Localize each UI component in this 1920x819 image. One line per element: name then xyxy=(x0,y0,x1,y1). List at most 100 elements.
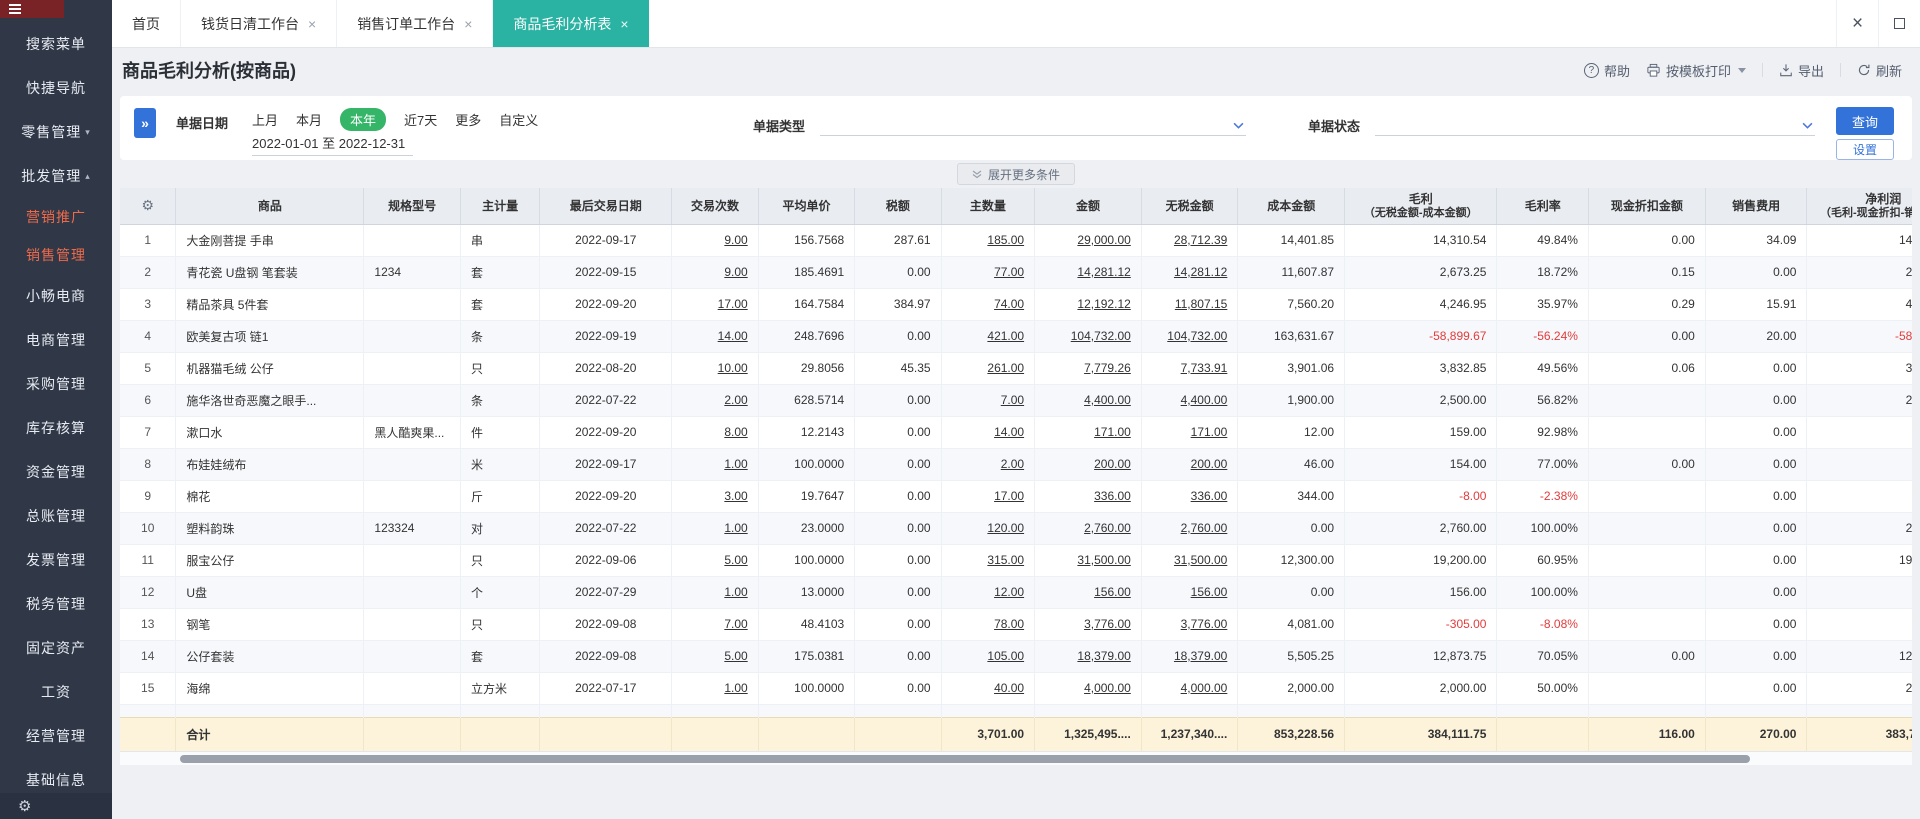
sidebar-item-经营管理[interactable]: 经营管理 xyxy=(0,714,112,758)
value-trade-count[interactable]: 3.00 xyxy=(724,489,748,503)
value-untaxed-amount[interactable]: 28,712.39 xyxy=(1173,233,1228,247)
value-trade-count[interactable]: 9.00 xyxy=(724,265,748,279)
value-untaxed-amount[interactable]: 18,379.00 xyxy=(1173,649,1228,663)
value-amount[interactable]: 18,379.00 xyxy=(1077,649,1131,663)
value-amount[interactable]: 156.00 xyxy=(1094,585,1131,599)
sidebar-item-固定资产[interactable]: 固定资产 xyxy=(0,626,112,670)
value-qty[interactable]: 7.00 xyxy=(1000,393,1025,407)
date-option-上月[interactable]: 上月 xyxy=(252,113,279,128)
value-qty[interactable]: 17.00 xyxy=(994,489,1025,503)
sidebar-item-税务管理[interactable]: 税务管理 xyxy=(0,582,112,626)
value-amount[interactable]: 29,000.00 xyxy=(1077,233,1131,247)
value-qty[interactable]: 261.00 xyxy=(987,361,1025,375)
sidebar-item-电商管理[interactable]: 电商管理 xyxy=(0,318,112,362)
date-option-近7天[interactable]: 近7天 xyxy=(404,113,438,128)
value-amount[interactable]: 2,760.00 xyxy=(1084,521,1131,535)
value-trade-count[interactable]: 5.00 xyxy=(724,649,748,663)
value-amount[interactable]: 3,776.00 xyxy=(1084,617,1131,631)
sidebar-item-快捷导航[interactable]: 快捷导航 xyxy=(0,66,112,110)
value-amount[interactable]: 4,000.00 xyxy=(1084,681,1131,695)
query-button[interactable]: 查询 xyxy=(1836,107,1894,135)
export-button[interactable]: 导出 xyxy=(1779,61,1824,80)
tab-close-icon[interactable]: × xyxy=(308,15,317,32)
value-qty[interactable]: 421.00 xyxy=(987,329,1025,343)
value-qty[interactable]: 315.00 xyxy=(987,553,1025,567)
scrollbar-thumb[interactable] xyxy=(180,755,1750,763)
value-qty[interactable]: 185.00 xyxy=(987,233,1025,247)
fullscreen-button[interactable] xyxy=(1878,0,1920,47)
value-amount[interactable]: 4,400.00 xyxy=(1084,393,1131,407)
value-qty[interactable]: 77.00 xyxy=(994,265,1025,279)
print-by-template-button[interactable]: 按模板打印 xyxy=(1646,61,1746,80)
sidebar-item-资金管理[interactable]: 资金管理 xyxy=(0,450,112,494)
sidebar-item-工资[interactable]: 工资 xyxy=(0,670,112,714)
sidebar-item-零售管理[interactable]: 零售管理 ▾ xyxy=(0,110,112,154)
value-trade-count[interactable]: 14.00 xyxy=(717,329,748,343)
tab-close-icon[interactable]: × xyxy=(620,15,629,32)
column-settings-icon[interactable]: ⚙ xyxy=(141,197,154,214)
sidebar-item-批发管理[interactable]: 批发管理 ▴ xyxy=(0,154,112,198)
date-option-自定义[interactable]: 自定义 xyxy=(499,113,539,128)
value-qty[interactable]: 14.00 xyxy=(994,425,1025,439)
sidebar-item-发票管理[interactable]: 发票管理 xyxy=(0,538,112,582)
sidebar-item-采购管理[interactable]: 采购管理 xyxy=(0,362,112,406)
sidebar-item-小畅电商[interactable]: 小畅电商 xyxy=(0,274,112,318)
help-button[interactable]: ? 帮助 xyxy=(1583,61,1630,80)
value-amount[interactable]: 200.00 xyxy=(1094,457,1131,471)
value-qty[interactable]: 105.00 xyxy=(987,649,1025,663)
app-menu-button[interactable] xyxy=(0,0,64,18)
doc-status-select[interactable] xyxy=(1375,110,1815,136)
value-untaxed-amount[interactable]: 104,732.00 xyxy=(1167,329,1228,343)
value-untaxed-amount[interactable]: 4,400.00 xyxy=(1180,393,1228,407)
value-trade-count[interactable]: 7.00 xyxy=(724,617,748,631)
value-trade-count[interactable]: 1.00 xyxy=(724,585,748,599)
value-amount[interactable]: 12,192.12 xyxy=(1077,297,1131,311)
settings-gear-icon[interactable]: ⚙ xyxy=(18,797,32,815)
value-qty[interactable]: 40.00 xyxy=(994,681,1025,695)
tab-首页[interactable]: 首页 xyxy=(112,0,181,47)
sidebar-item-库存核算[interactable]: 库存核算 xyxy=(0,406,112,450)
tab-钱货日清工作台[interactable]: 钱货日清工作台 × xyxy=(181,0,338,47)
value-trade-count[interactable]: 2.00 xyxy=(724,393,748,407)
value-trade-count[interactable]: 1.00 xyxy=(724,521,748,535)
value-amount[interactable]: 104,732.00 xyxy=(1070,329,1131,343)
value-amount[interactable]: 336.00 xyxy=(1094,489,1131,503)
value-trade-count[interactable]: 17.00 xyxy=(717,297,748,311)
tab-close-icon[interactable]: × xyxy=(464,15,473,32)
value-amount[interactable]: 7,779.26 xyxy=(1084,361,1131,375)
value-untaxed-amount[interactable]: 3,776.00 xyxy=(1180,617,1228,631)
value-trade-count[interactable]: 8.00 xyxy=(724,425,748,439)
value-qty[interactable]: 78.00 xyxy=(994,617,1025,631)
date-range-value[interactable]: 2022-01-01 至 2022-12-31 xyxy=(252,133,414,156)
refresh-button[interactable]: 刷新 xyxy=(1857,61,1902,80)
sidebar-item-营销推广[interactable]: 营销推广 xyxy=(0,198,112,236)
date-option-更多[interactable]: 更多 xyxy=(455,113,482,128)
value-untaxed-amount[interactable]: 7,733.91 xyxy=(1180,361,1228,375)
value-qty[interactable]: 74.00 xyxy=(994,297,1025,311)
value-untaxed-amount[interactable]: 156.00 xyxy=(1190,585,1228,599)
collapse-filters-button[interactable]: » xyxy=(134,108,156,138)
value-untaxed-amount[interactable]: 14,281.12 xyxy=(1173,265,1228,279)
value-trade-count[interactable]: 1.00 xyxy=(724,681,748,695)
close-tabs-button[interactable]: × xyxy=(1836,0,1878,47)
value-untaxed-amount[interactable]: 200.00 xyxy=(1190,457,1228,471)
value-qty[interactable]: 12.00 xyxy=(994,585,1025,599)
doc-type-select[interactable] xyxy=(820,110,1246,136)
value-qty[interactable]: 120.00 xyxy=(987,521,1025,535)
sidebar-item-基础信息[interactable]: 基础信息 xyxy=(0,758,112,793)
sidebar-item-搜索菜单[interactable]: 搜索菜单 xyxy=(0,22,112,66)
value-untaxed-amount[interactable]: 31,500.00 xyxy=(1173,553,1228,567)
tab-销售订单工作台[interactable]: 销售订单工作台 × xyxy=(337,0,494,47)
tab-商品毛利分析表[interactable]: 商品毛利分析表 × xyxy=(493,0,649,47)
value-untaxed-amount[interactable]: 11,807.15 xyxy=(1174,297,1228,311)
value-untaxed-amount[interactable]: 2,760.00 xyxy=(1180,521,1228,535)
value-untaxed-amount[interactable]: 171.00 xyxy=(1190,425,1228,439)
value-amount[interactable]: 31,500.00 xyxy=(1077,553,1131,567)
value-trade-count[interactable]: 1.00 xyxy=(724,457,748,471)
value-untaxed-amount[interactable]: 336.00 xyxy=(1190,489,1228,503)
date-option-本年[interactable]: 本年 xyxy=(340,108,387,131)
expand-more-conditions-button[interactable]: 展开更多条件 xyxy=(956,163,1075,185)
value-untaxed-amount[interactable]: 4,000.00 xyxy=(1180,681,1228,695)
value-amount[interactable]: 171.00 xyxy=(1094,425,1131,439)
sidebar-item-总账管理[interactable]: 总账管理 xyxy=(0,494,112,538)
